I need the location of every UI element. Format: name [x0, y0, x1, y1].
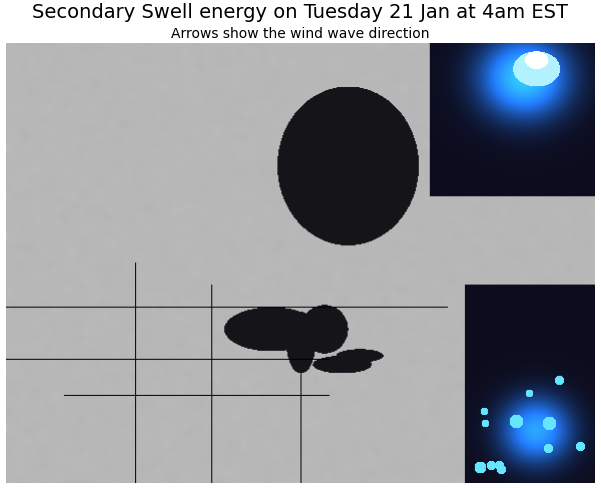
Text: Secondary Swell energy on Tuesday 21 Jan at 4am EST: Secondary Swell energy on Tuesday 21 Jan… [32, 3, 569, 22]
Text: Arrows show the wind wave direction: Arrows show the wind wave direction [171, 27, 430, 41]
